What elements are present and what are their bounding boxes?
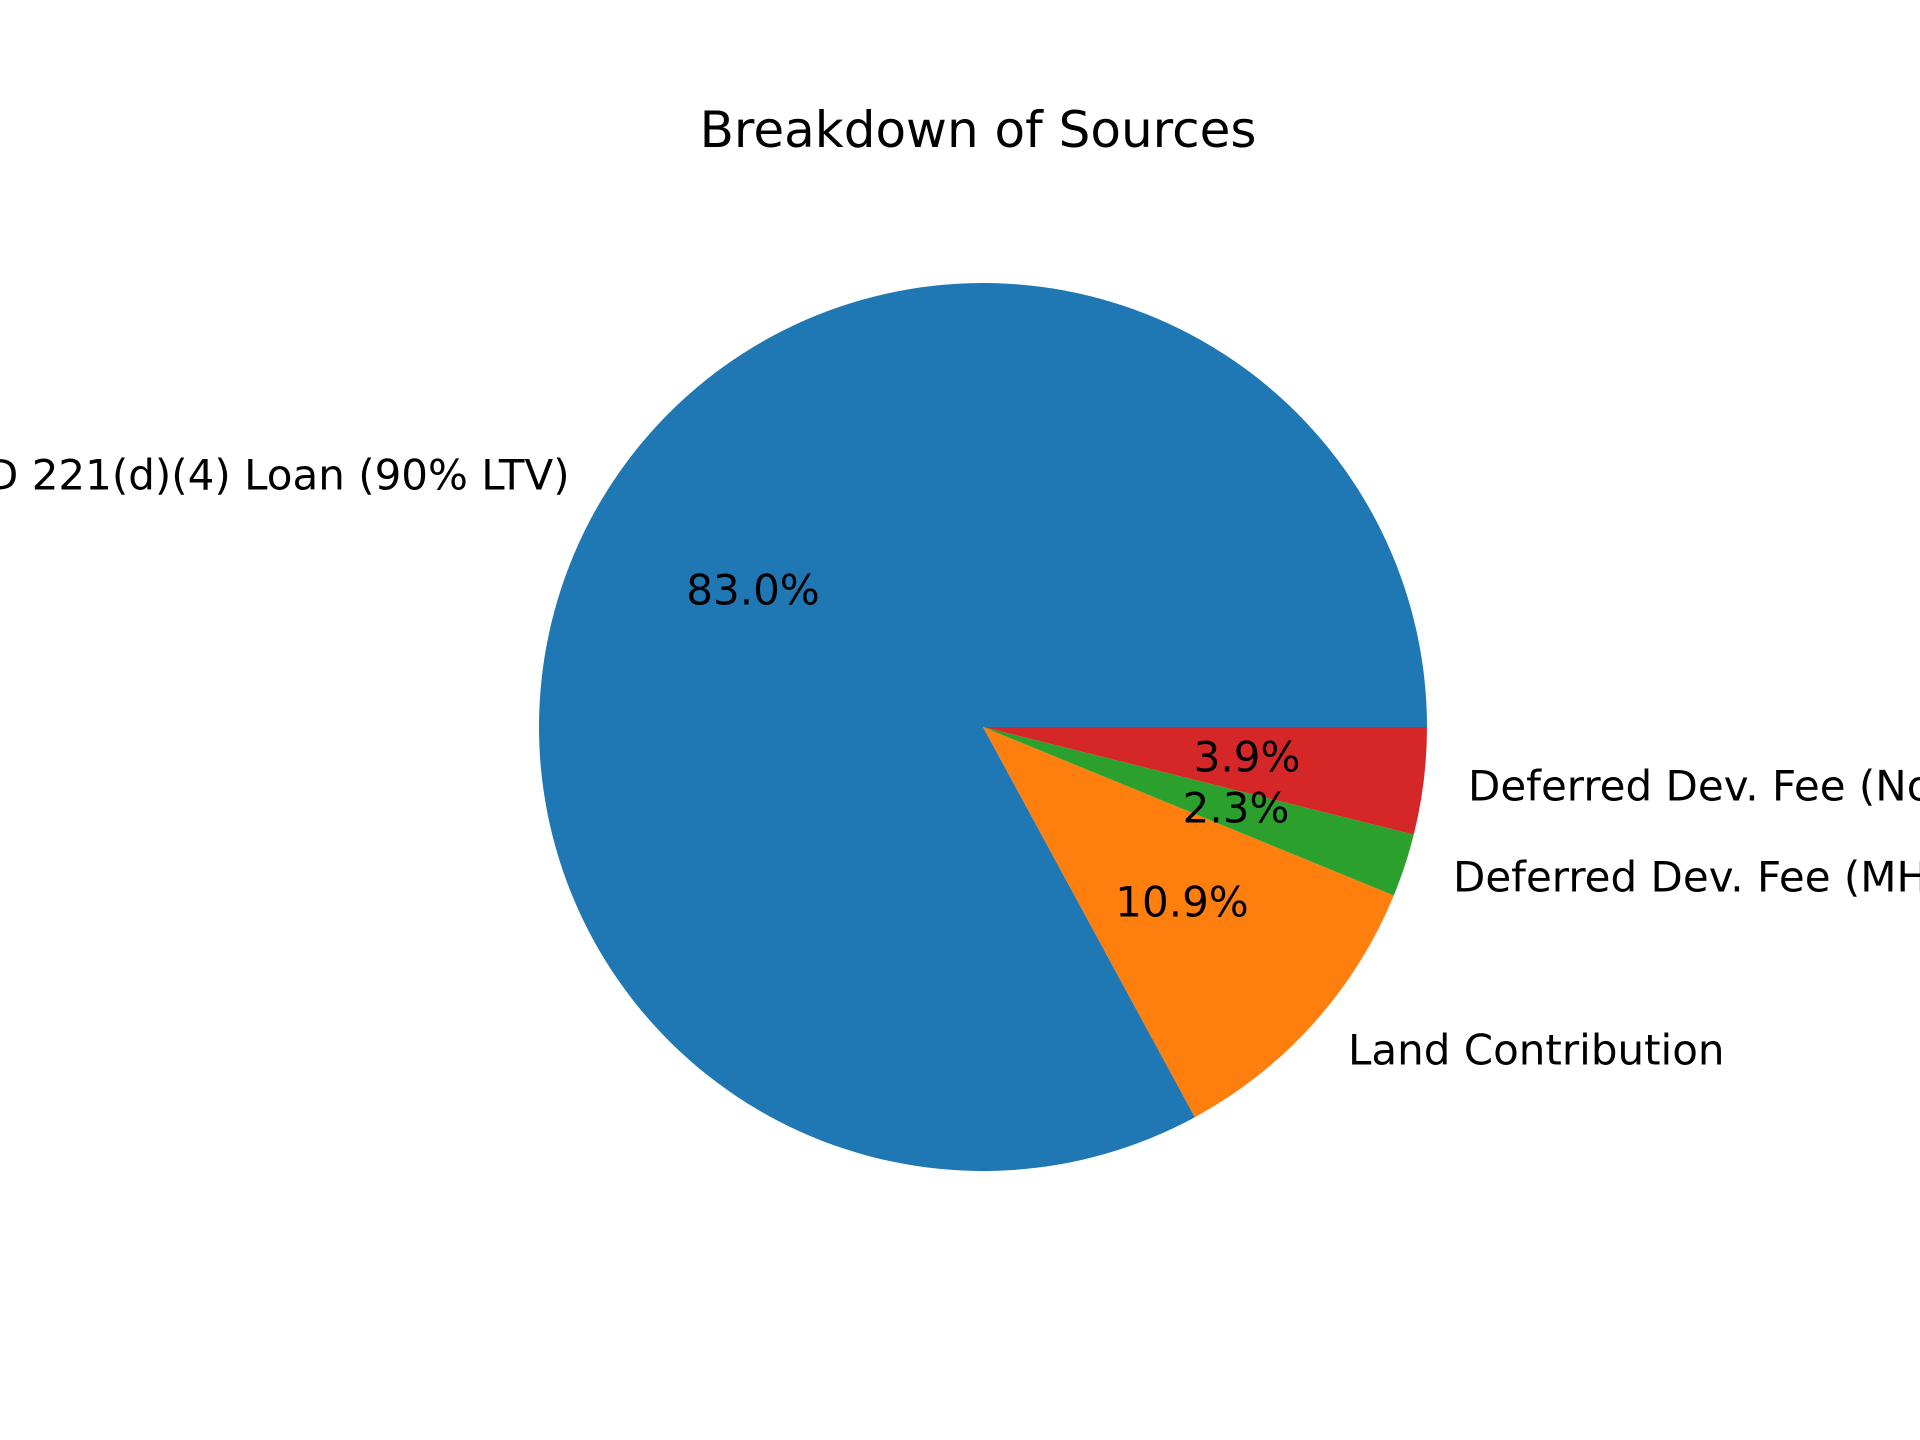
- pie-slice: [538, 283, 1427, 1172]
- slice-label-land-contribution: Land Contribution: [1348, 1025, 1725, 1075]
- slice-label-deferred-fee-no: Deferred Dev. Fee (No: [1468, 761, 1920, 811]
- slice-pct-label-deferred-fee-no: 3.9%: [1193, 732, 1301, 782]
- slice-pct-label-deferred-fee-mh: 2.3%: [1182, 783, 1290, 833]
- chart-title: Breakdown of Sources: [699, 101, 1257, 159]
- slice-label-deferred-fee-mh: Deferred Dev. Fee (MH: [1453, 852, 1920, 902]
- pie-slice: [983, 727, 1414, 896]
- slice-label-hud-loan: D 221(d)(4) Loan (90% LTV): [0, 450, 570, 500]
- slice-pct-label-land-contribution: 10.9%: [1115, 877, 1249, 927]
- slice-pct-label-hud-loan: 83.0%: [686, 565, 820, 615]
- pie-slice: [983, 727, 1394, 1118]
- pie-slice: [983, 727, 1427, 835]
